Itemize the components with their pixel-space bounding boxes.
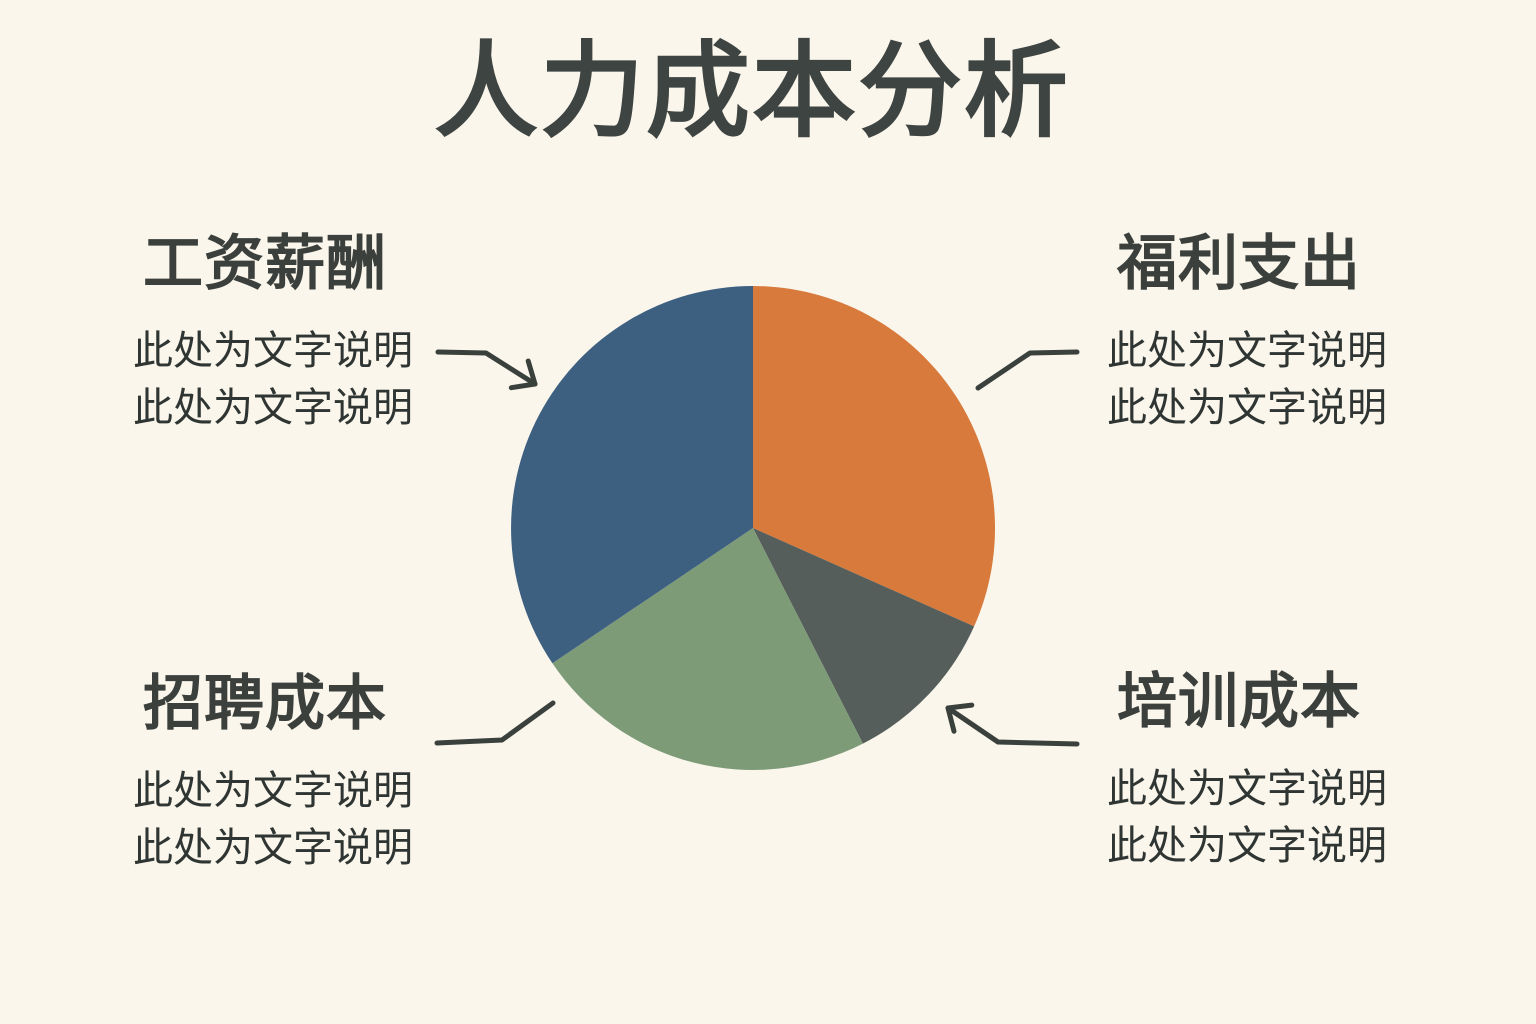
label-heading-training: 培训成本 — [1117, 667, 1361, 737]
connector-wages-arrow — [435, 349, 538, 387]
label-heading-recruiting: 招聘成本 — [143, 669, 387, 739]
label-block-wages: 工资薪酬 此处为文字说明 此处为文字说明 — [133, 234, 413, 437]
label-block-recruiting: 招聘成本 此处为文字说明 此处为文字说明 — [133, 674, 413, 877]
pie-slice-training — [753, 528, 975, 744]
pie-slice-recruiting — [552, 528, 863, 770]
connector-arrows — [434, 349, 1080, 747]
connector-recruiting-line — [434, 700, 556, 746]
pie-slice-wages — [511, 286, 753, 664]
connector-benefits-line — [975, 349, 1080, 391]
desc-line: 此处为文字说明 — [133, 385, 413, 431]
arrowhead-training-arrow — [945, 702, 975, 734]
label-desc-recruiting: 此处为文字说明 此处为文字说明 — [133, 763, 413, 877]
label-block-benefits: 福利支出 此处为文字说明 此处为文字说明 — [1107, 234, 1387, 437]
pie-slice-benefits — [753, 286, 996, 627]
desc-line: 此处为文字说明 — [1107, 766, 1387, 812]
label-heading-benefits: 福利支出 — [1117, 229, 1361, 299]
desc-line: 此处为文字说明 — [133, 328, 413, 374]
desc-line: 此处为文字说明 — [1107, 823, 1387, 869]
desc-line: 此处为文字说明 — [133, 825, 413, 871]
label-heading-wages: 工资薪酬 — [143, 229, 387, 299]
desc-line: 此处为文字说明 — [1107, 328, 1387, 374]
label-block-training: 培训成本 此处为文字说明 此处为文字说明 — [1107, 672, 1387, 875]
arrowhead-wages-arrow — [508, 358, 538, 391]
pie-chart — [511, 286, 996, 770]
label-desc-benefits: 此处为文字说明 此处为文字说明 — [1107, 323, 1387, 437]
label-desc-wages: 此处为文字说明 此处为文字说明 — [133, 323, 413, 437]
page-title: 人力成本分析 — [433, 30, 1070, 152]
connector-training-arrow — [945, 705, 1080, 747]
desc-line: 此处为文字说明 — [133, 768, 413, 814]
desc-line: 此处为文字说明 — [1107, 385, 1387, 431]
label-desc-training: 此处为文字说明 此处为文字说明 — [1107, 761, 1387, 875]
